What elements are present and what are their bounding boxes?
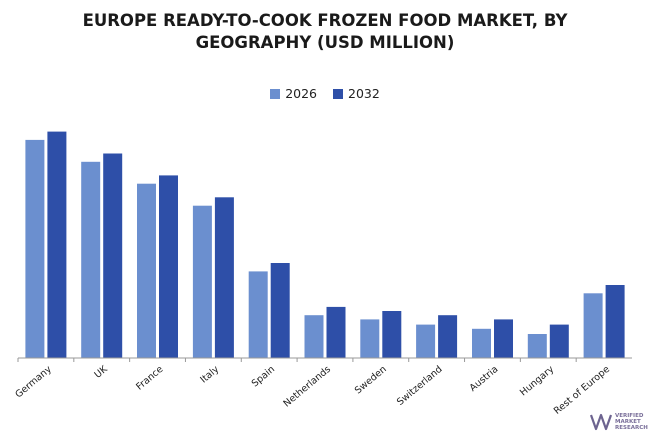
bar-2026-switzerland [416,324,436,358]
chart-title-line-2: GEOGRAPHY (USD MILLION) [195,33,455,52]
x-tick-label-sweden: Sweden [353,364,389,397]
x-tick-label-france: France [134,364,165,393]
bar-2032-germany [47,131,67,358]
x-tick-label-hungary: Hungary [518,364,556,399]
legend-swatch-2032 [333,88,343,99]
chart-title-line-1: EUROPE READY-TO-COOK FROZEN FOOD MARKET,… [82,11,568,30]
legend-label-2026: 2026 [285,86,317,101]
bar-2032-austria [494,319,513,358]
bar-2026-netherlands [304,315,324,358]
x-tick-label-netherlands: Netherlands [281,364,332,410]
bar-2032-netherlands [326,306,346,358]
vmr-logo-icon [590,413,612,431]
bar-2032-spain [270,263,290,358]
bar-2032-switzerland [438,315,458,358]
bar-2026-uk [81,161,101,358]
bar-2032-rest-of-europe [605,285,625,358]
legend-swatch-2026 [270,88,281,99]
bar-2026-austria [472,328,491,358]
x-tick-label-germany: Germany [13,364,54,401]
bar-2032-france [159,175,178,358]
x-tick-label-italy: Italy [198,364,221,386]
bar-2032-uk [103,153,123,358]
bar-2026-sweden [360,319,380,358]
x-tick-label-spain: Spain [250,364,277,389]
chart-title: EUROPE READY-TO-COOK FROZEN FOOD MARKET,… [0,10,650,54]
watermark-line-1: VERIFIED [615,413,644,419]
watermark-text: VERIFIED MARKET RESEARCH [615,413,648,431]
x-tick-label-rest-of-europe: Rest of Europe [552,364,612,417]
bar-2032-hungary [549,324,569,358]
watermark-line-3: RESEARCH [615,425,648,431]
watermark-line-2: MARKET [615,419,641,425]
bar-2026-rest-of-europe [583,293,603,358]
bar-2026-italy [192,205,212,358]
bar-2026-hungary [527,334,547,358]
x-tick-label-uk: UK [92,363,110,380]
legend-item-2032: 2032 [333,86,380,101]
bar-2026-germany [25,139,45,358]
bar-2026-france [137,183,156,358]
x-tick-label-austria: Austria [468,364,501,394]
legend: 2026 2032 [0,86,650,101]
bar-2026-spain [248,271,268,358]
legend-label-2032: 2032 [348,86,380,101]
x-tick-label-switzerland: Switzerland [395,364,445,408]
legend-item-2026: 2026 [270,86,317,101]
bar-2032-italy [214,197,234,358]
bar-2032-sweden [382,311,402,358]
verified-market-research-logo: VERIFIED MARKET RESEARCH [590,413,648,431]
